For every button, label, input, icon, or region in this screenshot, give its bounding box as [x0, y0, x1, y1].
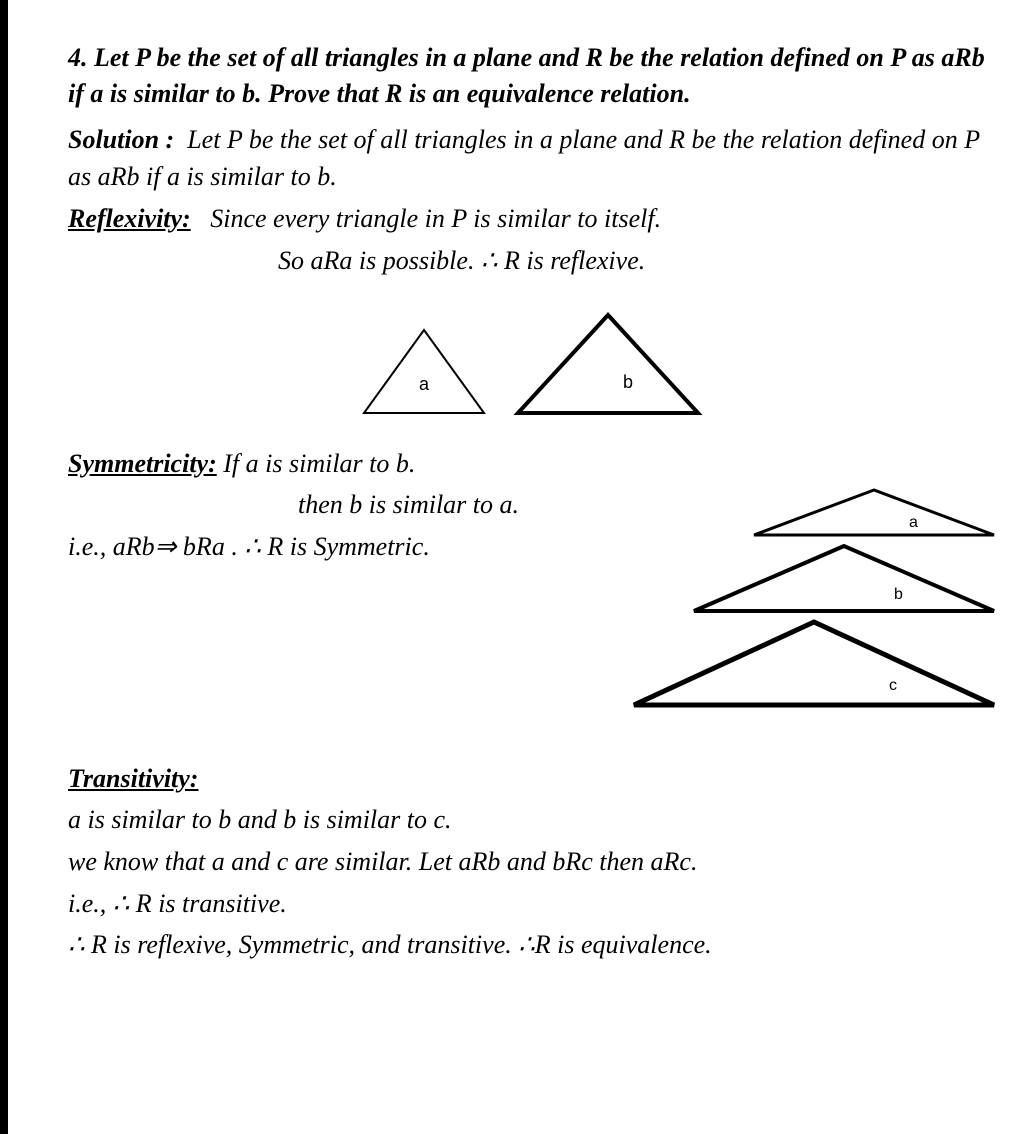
symmetricity-heading: Symmetricity:	[68, 449, 217, 478]
triangle-b2-icon: b	[684, 541, 1004, 616]
triangle-b-icon: b	[503, 310, 713, 420]
question-block: 4. Let P be the set of all triangles in …	[68, 40, 994, 113]
question-text: Let P be the set of all triangles in a p…	[68, 43, 985, 108]
svg-text:a: a	[909, 514, 918, 531]
reflexivity-line2: So aRa is possible. ∴ R is reflexive.	[278, 242, 994, 280]
reflexivity-line1: Since every triangle in P is similar to …	[210, 204, 661, 233]
triangle-diagram-2: a b c	[624, 485, 1004, 717]
transitivity-heading: Transitivity:	[68, 764, 198, 793]
solution-intro: Solution : Let P be the set of all trian…	[68, 121, 994, 196]
document-page: 4. Let P be the set of all triangles in …	[0, 0, 1024, 1134]
reflexivity-heading: Reflexivity:	[68, 204, 191, 233]
svg-text:a: a	[419, 374, 430, 394]
symmetricity-block: Symmetricity: If a is similar to b.	[68, 445, 994, 483]
transitivity-line4: ∴ R is reflexive, Symmetric, and transit…	[68, 926, 994, 964]
triangle-diagram-1: a b	[68, 310, 994, 425]
svg-text:b: b	[623, 372, 633, 392]
solution-label: Solution :	[68, 125, 174, 154]
reflexivity-block: Reflexivity: Since every triangle in P i…	[68, 200, 994, 238]
transitivity-line3: i.e., ∴ R is transitive.	[68, 885, 994, 923]
solution-intro-text: Let P be the set of all triangles in a p…	[68, 125, 980, 192]
question-number: 4.	[68, 43, 88, 72]
svg-text:c: c	[889, 677, 897, 694]
transitivity-line1: a is similar to b and b is similar to c.	[68, 801, 994, 839]
triangle-a2-icon: a	[744, 485, 1004, 540]
svg-text:b: b	[894, 586, 903, 603]
triangle-c-icon: c	[624, 617, 1004, 712]
symmetricity-line1: If a is similar to b.	[223, 449, 415, 478]
transitivity-line2: we know that a and c are similar. Let aR…	[68, 843, 994, 881]
triangle-a-icon: a	[349, 325, 499, 420]
transitivity-block: Transitivity:	[68, 760, 994, 798]
